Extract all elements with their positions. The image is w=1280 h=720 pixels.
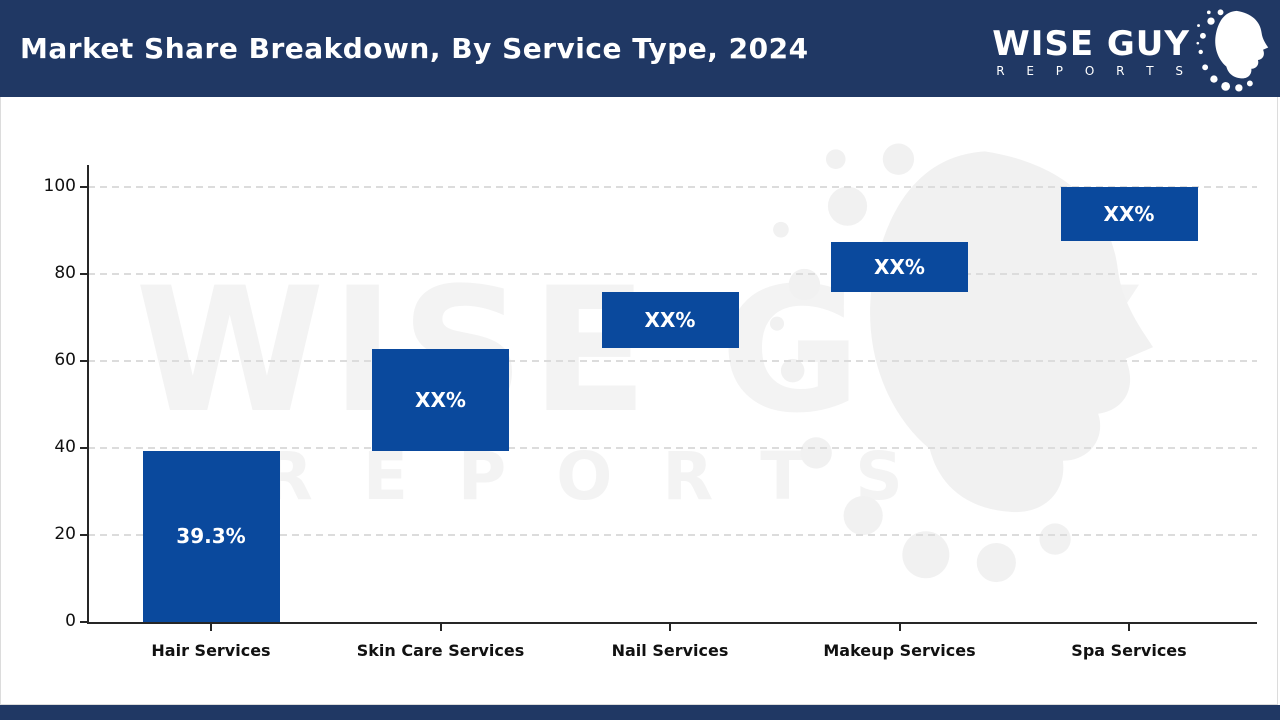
- x-tick-mark-skin-care-services: [439, 624, 442, 631]
- x-axis-label-spa-services: Spa Services: [1071, 641, 1187, 660]
- y-tick-label-40: 40: [54, 436, 76, 457]
- bar-hair-services: 39.3%: [142, 450, 280, 622]
- logo-wiseguy-text: WISE GUY: [992, 24, 1191, 64]
- bar-spa-services: XX%: [1060, 186, 1198, 241]
- y-tick-mark-80: [80, 272, 87, 275]
- y-tick-label-80: 80: [54, 262, 76, 283]
- logo-wordmark: WISE GUY R E P O R T S: [990, 27, 1192, 77]
- y-tick-mark-100: [80, 185, 87, 188]
- bar-value-label: XX%: [1103, 201, 1155, 226]
- x-tick-mark-nail-services: [669, 624, 671, 631]
- y-tick-mark-40: [80, 446, 87, 449]
- gridline-20: [88, 533, 1257, 536]
- gridline-60: [88, 359, 1257, 362]
- logo-face-icon: [1196, 9, 1269, 92]
- page-title: Market Share Breakdown, By Service Type,…: [20, 32, 809, 65]
- y-tick-label-20: 20: [54, 523, 76, 544]
- bar-makeup-services: XX%: [831, 242, 968, 293]
- y-axis: [87, 165, 89, 624]
- bar-value-label: 39.3%: [176, 524, 246, 549]
- wiseguy-logo: WISE GUY R E P O R T S: [990, 4, 1272, 94]
- bar-skin-care-services: XX%: [372, 348, 509, 451]
- bar-value-label: XX%: [874, 255, 925, 280]
- bar-value-label: XX%: [644, 308, 696, 333]
- watermark-face-icon: [769, 143, 1153, 583]
- x-axis-label-nail-services: Nail Services: [611, 641, 729, 660]
- watermark-reports: REPORTS: [262, 438, 953, 515]
- x-axis-label-makeup-services: Makeup Services: [823, 641, 976, 660]
- y-tick-label-0: 0: [65, 611, 76, 631]
- bar-value-label: XX%: [415, 387, 466, 412]
- logo-reports-text: R E P O R T S: [996, 64, 1192, 78]
- bar-nail-services: XX%: [601, 292, 739, 349]
- footer-bar: [0, 705, 1280, 720]
- gridline-80: [88, 272, 1257, 275]
- y-tick-mark-60: [80, 359, 87, 362]
- header-bar: Market Share Breakdown, By Service Type,…: [0, 0, 1280, 97]
- gridline-40: [88, 446, 1257, 449]
- y-tick-mark-20: [80, 533, 87, 536]
- y-tick-label-100: 100: [43, 175, 76, 196]
- x-axis: [87, 622, 1257, 624]
- y-tick-mark-0: [80, 621, 87, 623]
- x-axis-label-hair-services: Hair Services: [151, 641, 271, 660]
- x-axis-label-skin-care-services: Skin Care Services: [356, 641, 525, 660]
- gridline-100: [88, 185, 1257, 188]
- x-tick-mark-hair-services: [210, 624, 212, 631]
- y-tick-label-60: 60: [54, 349, 76, 370]
- x-tick-mark-spa-services: [1128, 624, 1130, 631]
- x-tick-mark-makeup-services: [898, 624, 901, 631]
